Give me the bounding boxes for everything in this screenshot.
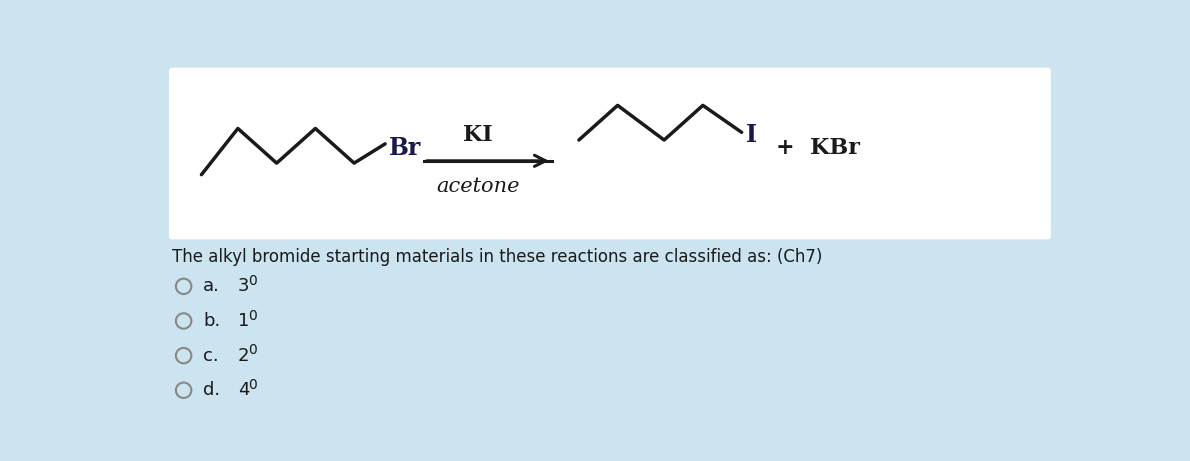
Text: 3: 3 [238,278,250,296]
Text: 2: 2 [238,347,250,365]
Text: c.: c. [203,347,219,365]
Text: KI: KI [463,124,493,146]
Text: a.: a. [203,278,220,296]
Text: 0: 0 [248,343,257,357]
Text: 0: 0 [248,274,257,288]
Text: 4: 4 [238,381,250,399]
Text: b.: b. [203,312,220,330]
Text: d.: d. [203,381,220,399]
Text: I: I [745,123,757,147]
Text: 0: 0 [248,308,257,323]
Text: +  KBr: + KBr [777,137,860,159]
FancyBboxPatch shape [169,68,1051,239]
Text: 0: 0 [248,378,257,392]
Text: acetone: acetone [437,177,520,196]
Text: Br: Br [389,136,421,160]
Text: 1: 1 [238,312,249,330]
Text: The alkyl bromide starting materials in these reactions are classified as: (Ch7): The alkyl bromide starting materials in … [173,248,822,266]
